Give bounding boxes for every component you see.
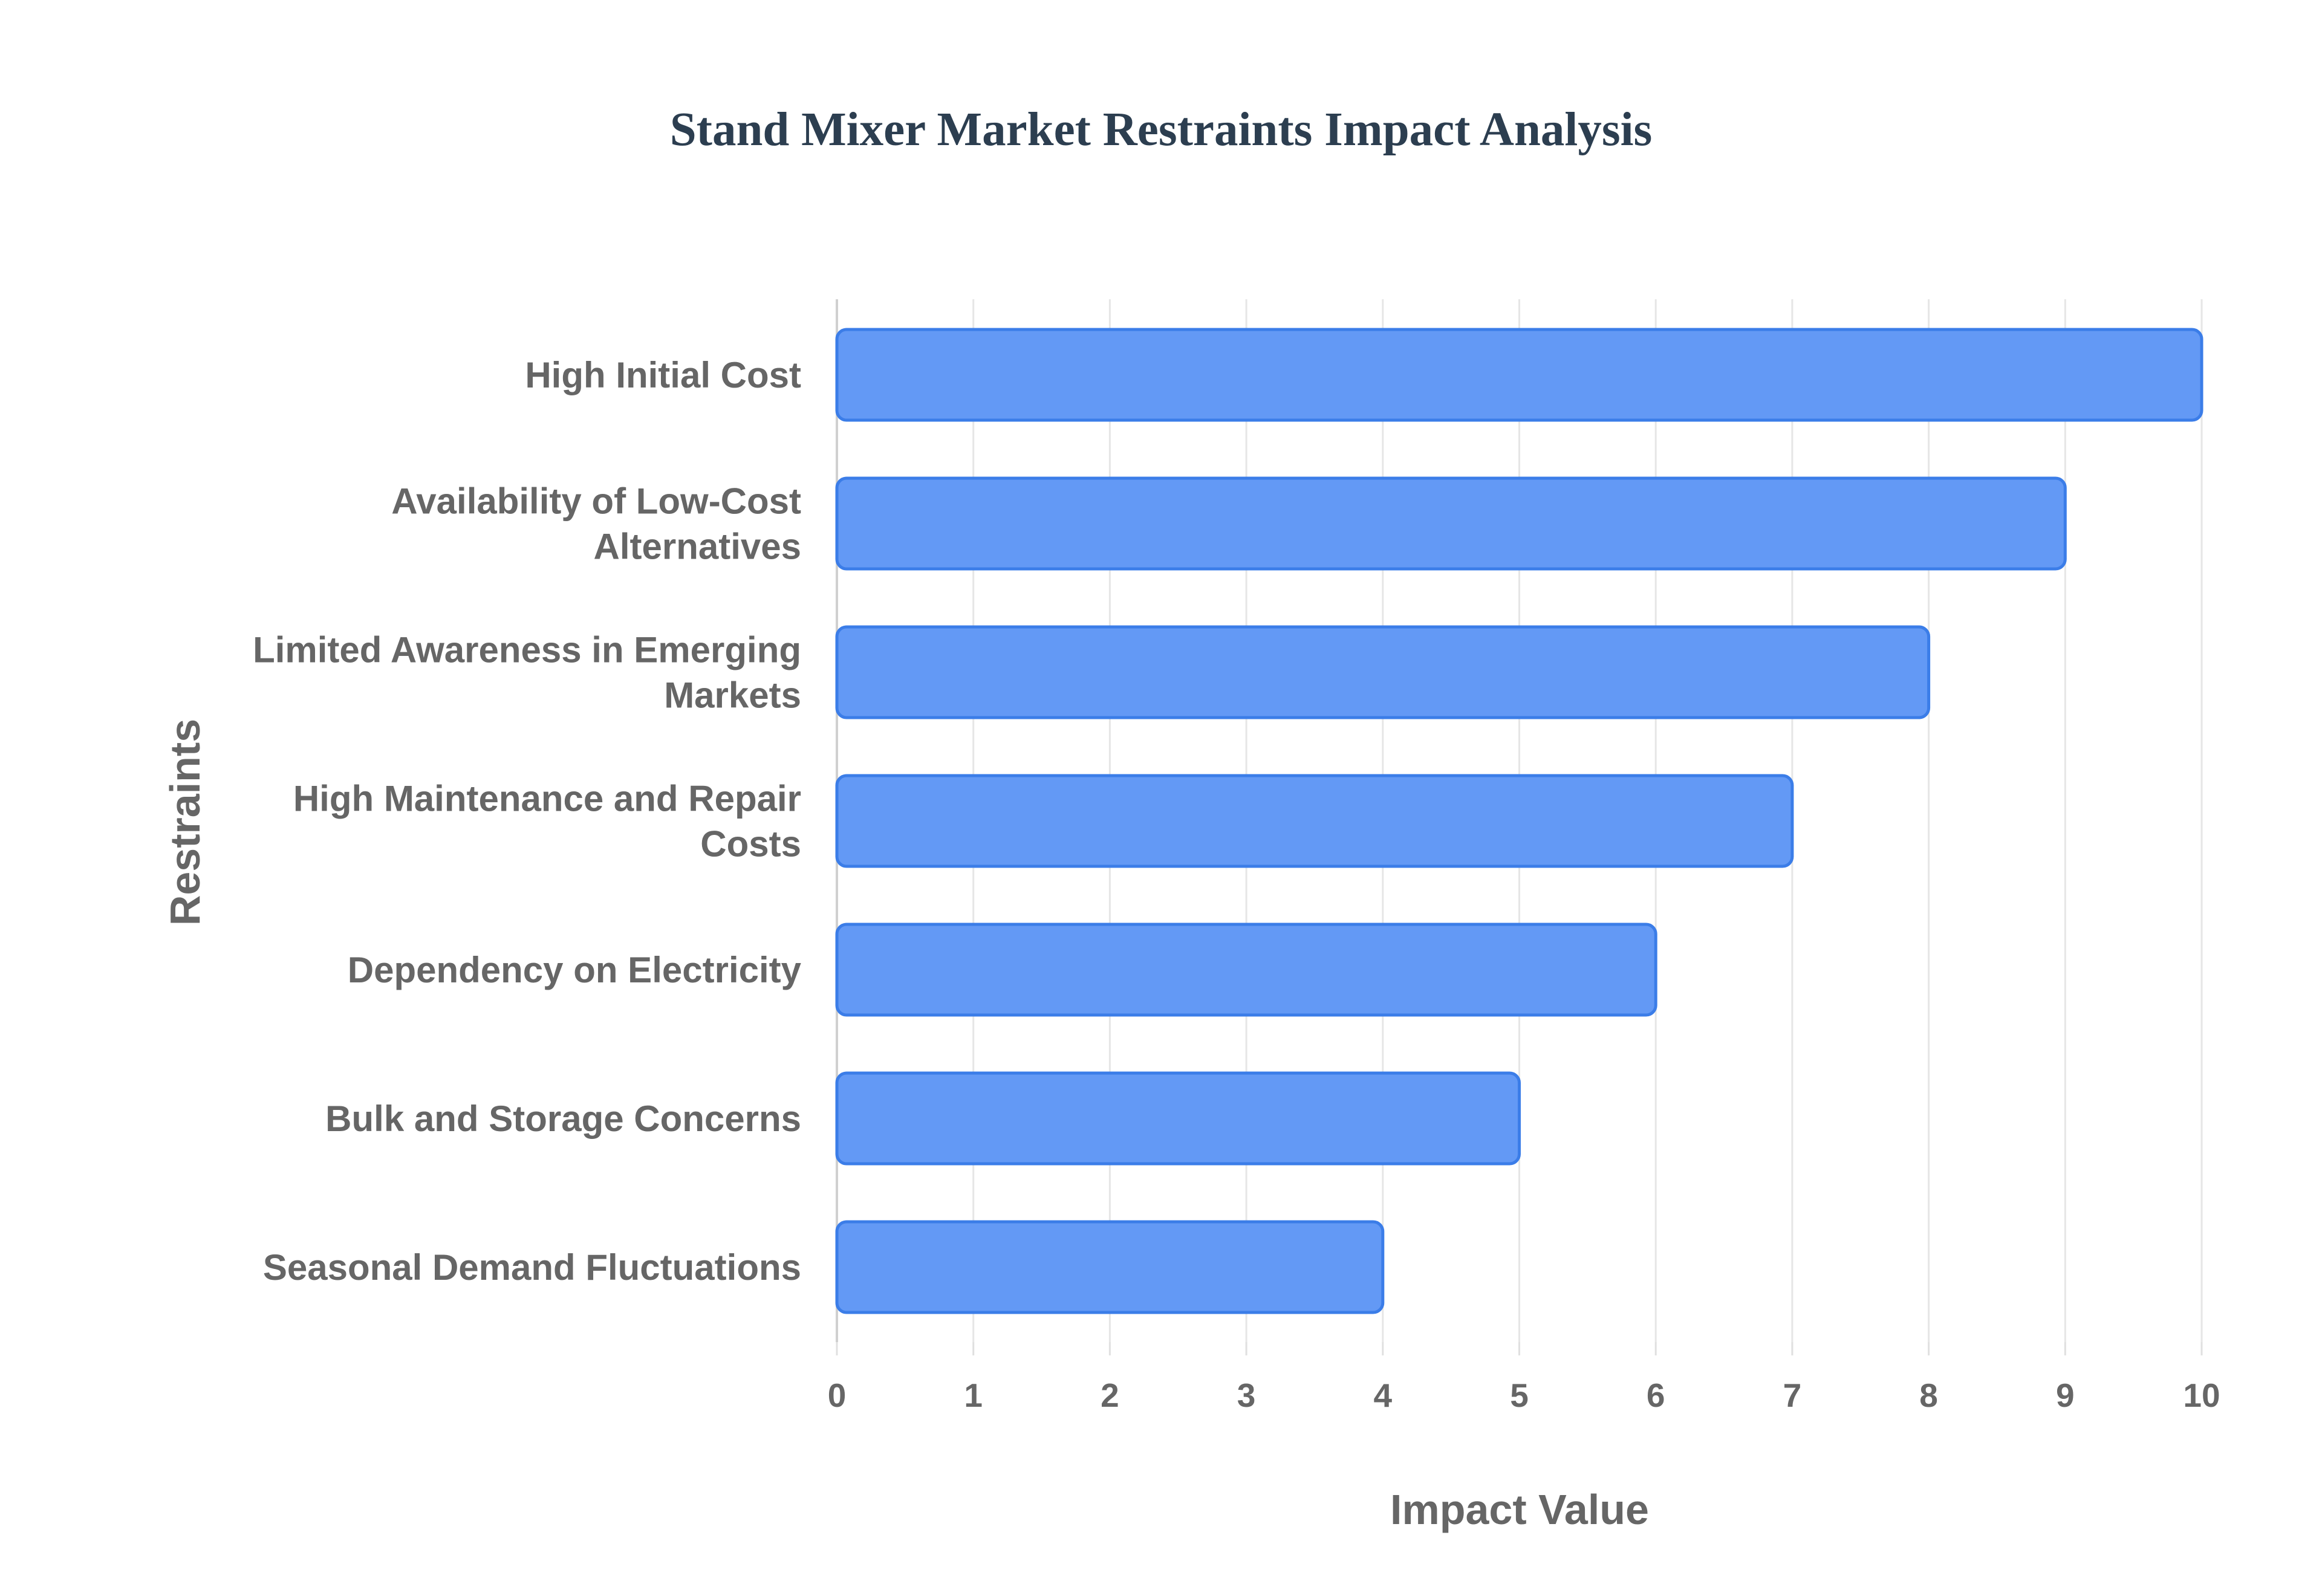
category-label-7: Seasonal Demand Fluctuations — [263, 1247, 801, 1288]
bar-2 — [835, 476, 2067, 571]
category-label-3: Limited Awareness in Emerging Markets — [253, 630, 801, 716]
y-axis-title: Restraints — [161, 719, 209, 926]
x-tick-label-3: 3 — [1237, 1377, 1256, 1414]
x-tick-label-4: 4 — [1374, 1377, 1393, 1414]
category-label-5: Dependency on Electricity — [348, 950, 802, 990]
bar-3 — [835, 625, 1931, 719]
category-label-2: Availability of Low-Cost Alternatives — [391, 481, 801, 567]
x-tick-label-8: 8 — [1919, 1377, 1938, 1414]
x-tick-label-5: 5 — [1510, 1377, 1529, 1414]
category-label-4: High Maintenance and Repair Costs — [293, 779, 801, 864]
x-tick-labels: 0 1 2 3 4 5 6 7 8 9 10 — [828, 1377, 2220, 1414]
x-tick-label-6: 6 — [1647, 1377, 1665, 1414]
x-tick-label-0: 0 — [828, 1377, 847, 1414]
chart-title: Stand Mixer Market Restraints Impact Ana… — [669, 103, 1653, 156]
bar-6 — [835, 1071, 1521, 1166]
x-tick-label-1: 1 — [964, 1377, 983, 1414]
x-tick-label-2: 2 — [1101, 1377, 1119, 1414]
bar-5 — [835, 923, 1657, 1017]
category-labels: High Initial Cost Availability of Low-Cos… — [253, 355, 802, 1288]
x-axis-title: Impact Value — [1390, 1486, 1649, 1533]
bar-4 — [835, 774, 1794, 868]
x-tick-label-9: 9 — [2056, 1377, 2075, 1414]
x-tick-label-10: 10 — [2183, 1377, 2220, 1414]
category-label-6: Bulk and Storage Concerns — [325, 1098, 801, 1139]
x-tick-label-7: 7 — [1783, 1377, 1802, 1414]
bar-1 — [835, 328, 2203, 422]
bar-7 — [835, 1220, 1385, 1314]
bars — [835, 328, 2203, 1314]
category-label-1: High Initial Cost — [525, 355, 801, 395]
